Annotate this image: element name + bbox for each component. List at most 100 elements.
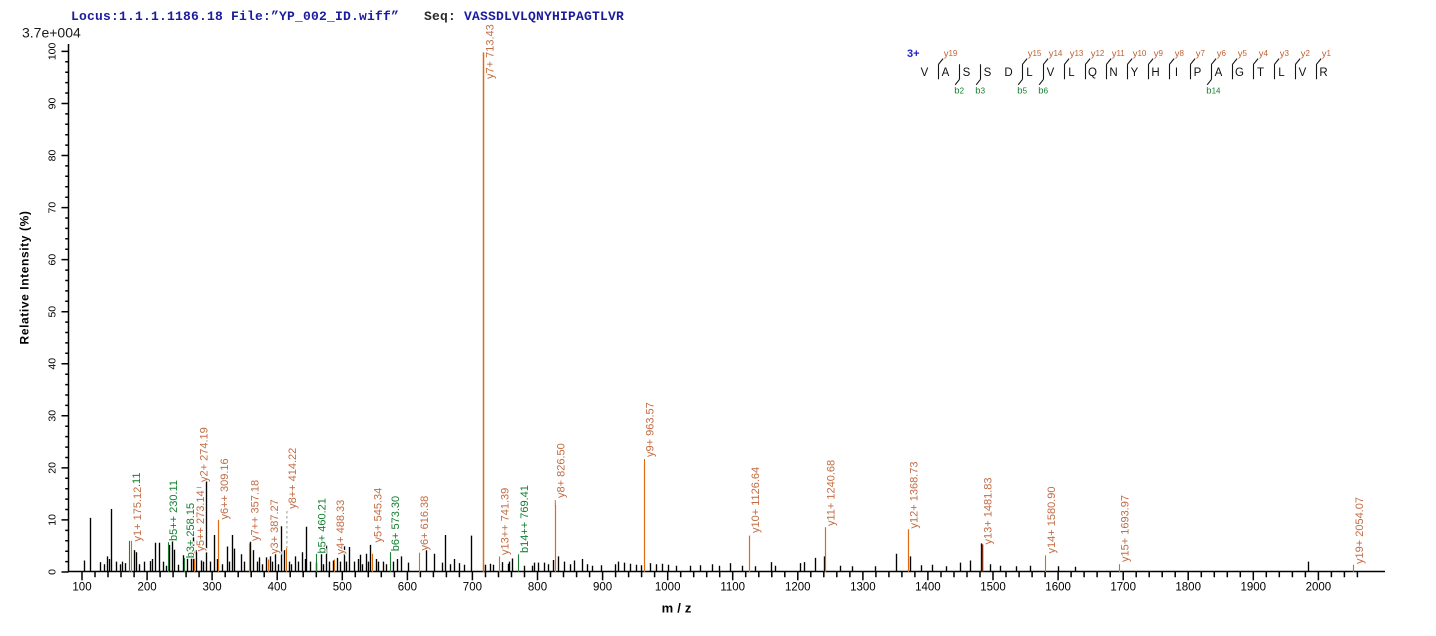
svg-text:b14: b14 (1206, 86, 1221, 97)
svg-text:y5++ 273.14: y5++ 273.14 (195, 490, 207, 551)
svg-text:b3: b3 (975, 86, 985, 97)
svg-text:y3+ 387.27: y3+ 387.27 (269, 499, 281, 554)
svg-text:b6+ 573.30: b6+ 573.30 (390, 496, 402, 551)
svg-text:50: 50 (47, 306, 59, 318)
svg-text:y12: y12 (1091, 49, 1105, 60)
svg-text:P: P (1194, 67, 1202, 79)
svg-text:y9: y9 (1154, 49, 1164, 60)
svg-text:y1+ 175.12: y1+ 175.12 (132, 487, 144, 542)
svg-text:y13+ 1481.83: y13+ 1481.83 (983, 478, 995, 545)
svg-text:b6: b6 (1038, 86, 1048, 97)
svg-text:L: L (1026, 67, 1033, 79)
svg-text:y1: y1 (1322, 49, 1332, 60)
svg-text:y9+ 963.57: y9+ 963.57 (645, 402, 657, 457)
svg-text:100: 100 (47, 42, 59, 60)
svg-text:70: 70 (47, 202, 59, 214)
svg-text:1200: 1200 (785, 582, 811, 594)
svg-text:80: 80 (47, 150, 59, 162)
svg-text:b5: b5 (1017, 86, 1027, 97)
svg-text:1000: 1000 (655, 582, 681, 594)
svg-text:200: 200 (138, 582, 157, 594)
svg-text:60: 60 (47, 254, 59, 266)
svg-text:1900: 1900 (1241, 582, 1267, 594)
svg-text:1600: 1600 (1045, 582, 1071, 594)
svg-text:y15: y15 (1028, 49, 1042, 60)
svg-text:90: 90 (47, 98, 59, 110)
svg-text:20: 20 (47, 462, 59, 474)
svg-text:V: V (921, 67, 929, 79)
svg-text:600: 600 (398, 582, 417, 594)
svg-text:900: 900 (593, 582, 612, 594)
svg-text:y12+ 1368.73: y12+ 1368.73 (909, 462, 921, 529)
svg-text:y7+ 713.43: y7+ 713.43 (485, 24, 497, 79)
svg-text:800: 800 (528, 582, 547, 594)
svg-text:y7: y7 (1196, 49, 1206, 60)
svg-text:S: S (963, 67, 971, 79)
svg-text:y5: y5 (1238, 49, 1248, 60)
svg-text:0: 0 (47, 569, 59, 575)
svg-text:100: 100 (72, 582, 91, 594)
svg-text:y10+ 1126.64: y10+ 1126.64 (750, 467, 762, 533)
svg-text:y2: y2 (1301, 49, 1311, 60)
svg-text:y8+ 826.50: y8+ 826.50 (556, 443, 568, 498)
svg-text:30: 30 (47, 410, 59, 422)
svg-text:y19+ 2054.07: y19+ 2054.07 (1354, 497, 1366, 564)
svg-text:y13++ 741.39: y13++ 741.39 (500, 488, 512, 555)
svg-text:Relative Intensity (%): Relative Intensity (%) (18, 211, 32, 345)
svg-text:y10: y10 (1133, 49, 1147, 60)
svg-text:m/z: m/z (662, 601, 696, 616)
svg-text:A: A (942, 67, 950, 79)
svg-text:L: L (1278, 67, 1285, 79)
svg-text:b5+ 460.21: b5+ 460.21 (317, 498, 329, 553)
svg-text:y7++ 357.18: y7++ 357.18 (250, 480, 262, 541)
svg-text:.11: .11 (131, 473, 143, 487)
svg-text:300: 300 (203, 582, 222, 594)
svg-text:y5+ 545.34: y5+ 545.34 (373, 488, 385, 543)
svg-text:S: S (984, 67, 992, 79)
svg-text:V: V (1047, 67, 1055, 79)
svg-text:y15+ 1693.97: y15+ 1693.97 (1120, 495, 1132, 562)
svg-text:y11+ 1240.68: y11+ 1240.68 (826, 460, 838, 526)
svg-text:y6++ 309.16: y6++ 309.16 (219, 458, 231, 519)
svg-text:40: 40 (47, 358, 59, 370)
svg-text:y14: y14 (1049, 49, 1063, 60)
svg-text:N: N (1109, 67, 1117, 79)
svg-text:T: T (1257, 67, 1264, 79)
svg-text:1700: 1700 (1110, 582, 1136, 594)
svg-text:2000: 2000 (1306, 582, 1332, 594)
svg-text:A: A (1215, 67, 1223, 79)
svg-text:V: V (1299, 67, 1307, 79)
svg-text:1400: 1400 (915, 582, 941, 594)
svg-text:y19: y19 (944, 49, 958, 60)
svg-text:y3: y3 (1280, 49, 1290, 60)
svg-text:700: 700 (463, 582, 482, 594)
svg-text:b2: b2 (954, 86, 964, 97)
svg-text:1800: 1800 (1175, 582, 1201, 594)
svg-text:y6+ 616.38: y6+ 616.38 (419, 496, 431, 551)
svg-text:y11: y11 (1112, 49, 1126, 60)
svg-text:y8: y8 (1175, 49, 1185, 60)
svg-text:L: L (1068, 67, 1075, 79)
svg-text:G: G (1235, 67, 1244, 79)
svg-text:R: R (1319, 67, 1327, 79)
svg-text:y8++ 414.22: y8++ 414.22 (287, 448, 299, 509)
svg-text:Y: Y (1131, 67, 1139, 79)
svg-text:3+: 3+ (907, 48, 920, 60)
svg-text:y2+ 274.19: y2+ 274.19 (198, 427, 210, 482)
svg-text:y4: y4 (1259, 49, 1269, 60)
svg-text:H: H (1151, 67, 1159, 79)
svg-text:D: D (1004, 67, 1012, 79)
svg-text:y6: y6 (1217, 49, 1227, 60)
svg-text:I: I (1175, 67, 1178, 79)
svg-text:1300: 1300 (850, 582, 876, 594)
svg-text:y4+ 488.33: y4+ 488.33 (335, 500, 347, 555)
svg-text:500: 500 (333, 582, 352, 594)
svg-text:y14+ 1580.90: y14+ 1580.90 (1046, 487, 1058, 554)
svg-text:3.7e+004: 3.7e+004 (22, 25, 81, 41)
svg-text:Locus:1.1.1.1186.18 File:”YP_0: Locus:1.1.1.1186.18 File:”YP_002_ID.wiff… (71, 9, 624, 24)
svg-text:y13: y13 (1070, 49, 1084, 60)
svg-text:1500: 1500 (980, 582, 1006, 594)
svg-text:Q: Q (1088, 67, 1097, 79)
svg-text:b14++ 769.41: b14++ 769.41 (519, 485, 531, 553)
svg-text:b3+ 258.15: b3+ 258.15 (185, 503, 197, 558)
